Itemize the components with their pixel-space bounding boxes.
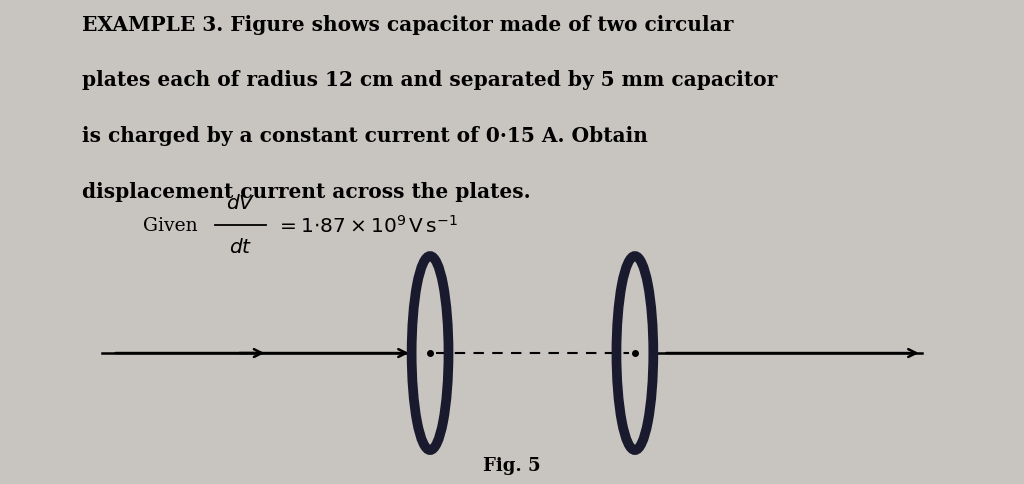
Text: is charged by a constant current of 0·15 A. Obtain: is charged by a constant current of 0·15… — [82, 126, 648, 146]
Text: plates each of radius 12 cm and separated by 5 mm capacitor: plates each of radius 12 cm and separate… — [82, 70, 777, 90]
Text: $dV$: $dV$ — [225, 194, 256, 213]
Text: Given: Given — [143, 216, 198, 234]
Text: $= 1{\cdot}87 \times 10^9\,\mathrm{V\,s^{-1}}$: $= 1{\cdot}87 \times 10^9\,\mathrm{V\,s^… — [276, 214, 459, 236]
Text: $dt$: $dt$ — [229, 237, 252, 257]
Text: displacement current across the plates.: displacement current across the plates. — [82, 182, 530, 201]
Text: Fig. 5: Fig. 5 — [483, 456, 541, 474]
Text: EXAMPLE 3. Figure shows capacitor made of two circular: EXAMPLE 3. Figure shows capacitor made o… — [82, 15, 733, 34]
